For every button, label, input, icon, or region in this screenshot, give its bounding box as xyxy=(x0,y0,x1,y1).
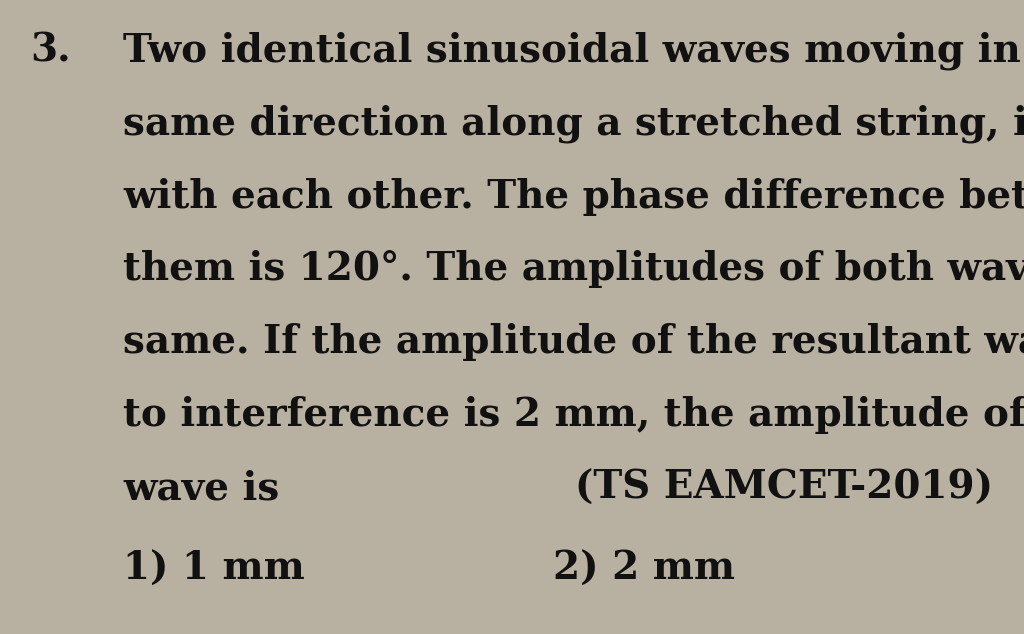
Text: (TS EAMCET-2019): (TS EAMCET-2019) xyxy=(575,469,993,507)
Text: 2) 2 mm: 2) 2 mm xyxy=(553,549,735,587)
Text: with each other. The phase difference between: with each other. The phase difference be… xyxy=(123,178,1024,216)
Text: same direction along a stretched string, interfere: same direction along a stretched string,… xyxy=(123,105,1024,143)
Text: Two identical sinusoidal waves moving in the: Two identical sinusoidal waves moving in… xyxy=(123,32,1024,70)
Text: wave is: wave is xyxy=(123,469,280,507)
Text: them is 120°. The amplitudes of both waves are: them is 120°. The amplitudes of both wav… xyxy=(123,250,1024,288)
Text: to interference is 2 mm, the amplitude of each: to interference is 2 mm, the amplitude o… xyxy=(123,396,1024,434)
Text: 3.: 3. xyxy=(31,32,72,70)
Text: same. If the amplitude of the resultant wave due: same. If the amplitude of the resultant … xyxy=(123,323,1024,361)
Text: 1) 1 mm: 1) 1 mm xyxy=(123,549,304,587)
